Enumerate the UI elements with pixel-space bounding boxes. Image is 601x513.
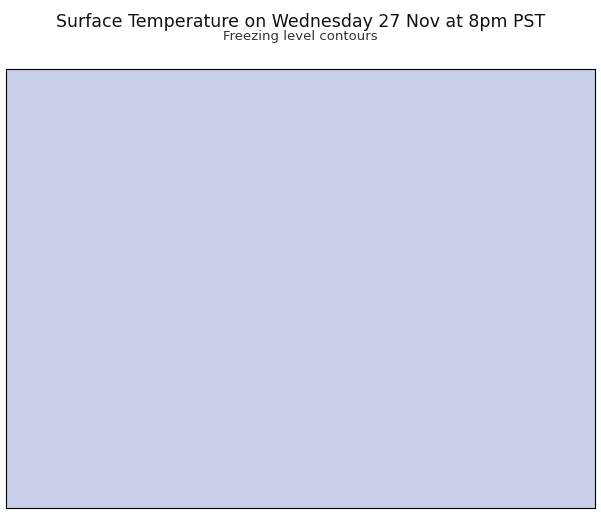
Text: Surface Temperature on Wednesday 27 Nov at 8pm PST: Surface Temperature on Wednesday 27 Nov … [56, 13, 545, 31]
Text: Freezing level contours: Freezing level contours [223, 30, 378, 43]
